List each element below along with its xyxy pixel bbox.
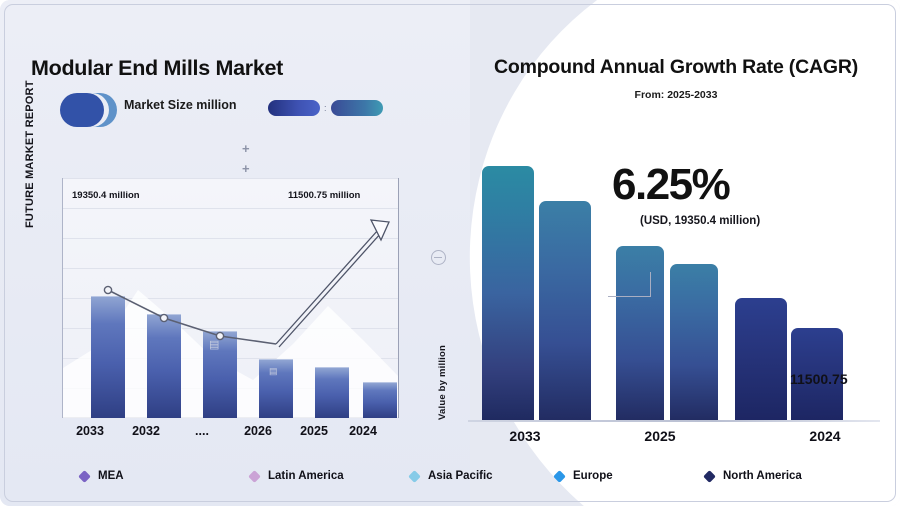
legend-dot-icon-mea <box>78 469 91 483</box>
plus-decoration-icon: + <box>242 141 250 156</box>
pill-separator: : <box>324 103 327 113</box>
right-bar-2025-a <box>616 246 664 420</box>
cagr-title: Compound Annual Growth Rate (CAGR) <box>493 56 859 78</box>
left-chart-xtick: 2033 <box>76 424 104 438</box>
legend-dot-icon-north-america <box>703 469 716 483</box>
cagr-basis: (USD, 19350.4 million) <box>640 215 761 227</box>
brand-logo-icon <box>58 90 128 130</box>
right-bar-2033-b <box>539 201 591 420</box>
legend-item-europe[interactable]: Europe <box>553 469 705 483</box>
legend-label: Latin America <box>268 470 344 482</box>
legend-dot-icon-asia-pacific <box>408 469 421 483</box>
watermark-icon-2: ▤ <box>269 366 278 376</box>
right-chart-xtick: 2024 <box>809 428 841 444</box>
legend-item-north-america[interactable]: North America <box>703 469 802 483</box>
right-bar-chart <box>468 120 880 420</box>
mountain-background-decoration <box>63 248 398 418</box>
left-chart-start-value: 19350.4 million <box>72 190 140 201</box>
left-chart-xtick: 2025 <box>300 424 328 438</box>
legend-label: North America <box>723 470 802 482</box>
watermark-icon-1: ▤ <box>209 339 220 351</box>
right-bar-2024-a <box>735 298 787 420</box>
right-chart-xtick: 2033 <box>509 428 541 444</box>
right-chart-axis-line <box>468 420 880 422</box>
legend-label: MEA <box>98 470 124 482</box>
gradient-pill-secondary <box>330 100 383 116</box>
legend-label: Europe <box>573 470 613 482</box>
legend-item-mea[interactable]: MEA <box>78 469 250 483</box>
right-bar-2033-a <box>482 166 534 420</box>
market-size-legend-label: Market Size million <box>124 98 237 112</box>
connector-line-decoration <box>608 272 651 297</box>
right-bar-2024-b <box>791 328 843 420</box>
cagr-value: 6.25% <box>612 160 731 209</box>
legend-dot-icon-latin-america <box>248 469 261 483</box>
cagr-subtitle: From: 2025-2033 <box>634 89 718 101</box>
left-chart-xtick: 2032 <box>132 424 160 438</box>
region-legend: MEA Latin America Asia Pacific Europe No… <box>78 464 840 488</box>
minus-circle-icon <box>431 250 446 265</box>
plus-decoration-icon-2: + <box>242 161 250 176</box>
right-axis-title: Value by million <box>437 345 448 420</box>
trend-line-overlay <box>103 219 390 348</box>
left-chart-xtick: .... <box>195 424 209 438</box>
right-chart-value-label: 11500.75 <box>790 371 848 387</box>
page-title: Modular End Mills Market <box>31 56 284 80</box>
left-axis-title: FUTURE MARKET REPORT <box>24 80 36 228</box>
left-bar-chart: ▤ ▤ <box>62 178 399 418</box>
legend-item-asia-pacific[interactable]: Asia Pacific <box>408 469 555 483</box>
legend-label: Asia Pacific <box>428 470 493 482</box>
legend-item-latin-america[interactable]: Latin America <box>248 469 410 483</box>
left-chart-xtick: 2026 <box>244 424 272 438</box>
right-chart-xtick: 2025 <box>644 428 676 444</box>
gradient-pill-legend: : <box>268 100 383 116</box>
left-chart-end-value: 11500.75 million <box>288 190 361 201</box>
right-bar-2025-b <box>670 264 718 420</box>
left-chart-xtick: 2024 <box>349 424 377 438</box>
legend-dot-icon-europe <box>553 469 566 483</box>
gradient-pill-primary <box>268 100 320 116</box>
